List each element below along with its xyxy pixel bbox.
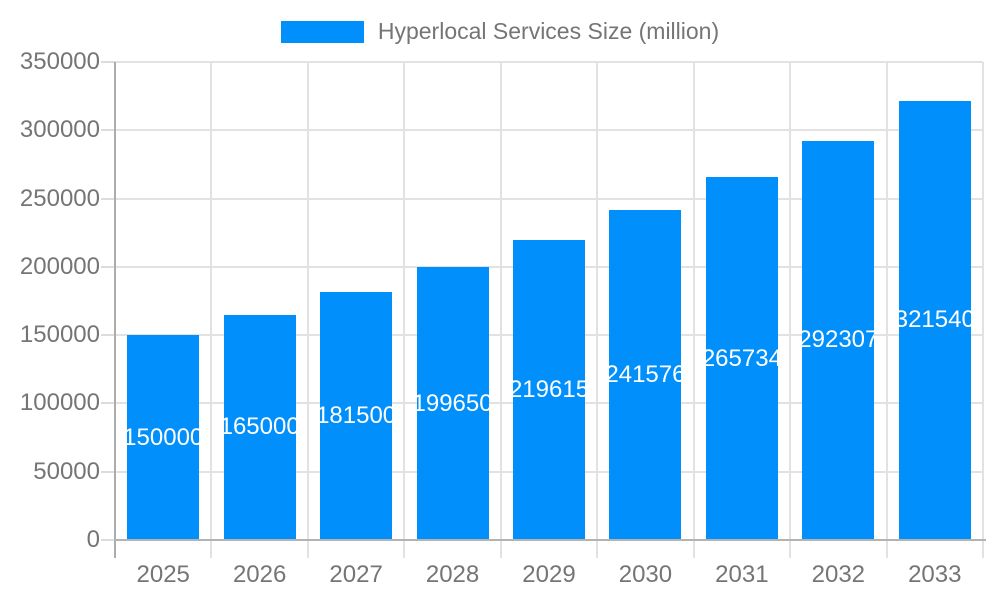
x-axis-tick-label: 2029 <box>522 561 576 588</box>
y-axis-tick <box>101 129 115 132</box>
legend-swatch-icon <box>280 20 364 43</box>
x-gridline <box>499 62 502 558</box>
y-gridline <box>115 197 983 200</box>
bar-value-label: 165000 <box>223 413 296 441</box>
y-axis-tick <box>101 334 115 337</box>
bar-2032[interactable]: 292307 <box>802 140 875 540</box>
y-axis-tick <box>101 539 115 541</box>
x-axis-tick-label: 2030 <box>618 561 673 588</box>
bar-value-label: 181500 <box>320 402 393 430</box>
bar-value-label: 241576 <box>609 361 682 389</box>
x-gridline <box>885 62 888 558</box>
y-axis-tick-label: 300000 <box>19 116 100 144</box>
bar-2025[interactable]: 150000 <box>127 335 200 540</box>
x-axis-tick-label: 2032 <box>811 561 866 588</box>
x-axis-tick-label: 2027 <box>329 561 383 588</box>
y-axis-line <box>114 62 116 558</box>
x-gridline <box>306 62 309 558</box>
x-gridline <box>789 62 792 558</box>
bar-2029[interactable]: 219615 <box>513 240 585 540</box>
y-axis-tick-label: 250000 <box>19 184 100 212</box>
bar-value-label: 199650 <box>416 389 489 417</box>
x-gridline <box>403 62 406 558</box>
bar-value-label: 219615 <box>513 376 585 404</box>
y-gridline <box>115 61 983 63</box>
x-gridline <box>692 62 695 558</box>
bar-2030[interactable]: 241576 <box>609 210 682 540</box>
bar-value-label: 292307 <box>802 326 875 354</box>
bar-2031[interactable]: 265734 <box>705 177 778 540</box>
x-axis-tick-label: 2025 <box>136 561 190 588</box>
x-axis-line <box>114 539 986 541</box>
x-gridline <box>982 62 984 558</box>
x-axis-tick-label: 2033 <box>908 561 962 588</box>
y-axis-tick <box>101 61 115 63</box>
y-axis-tick-label: 350000 <box>19 48 100 75</box>
x-gridline <box>596 62 599 558</box>
y-axis-tick <box>101 265 115 268</box>
y-axis-tick-label: 200000 <box>19 252 100 280</box>
y-gridline <box>115 129 983 132</box>
y-axis-tick <box>101 470 115 473</box>
y-axis-tick-label: 50000 <box>33 457 100 485</box>
y-axis-tick <box>101 402 115 405</box>
bar-2026[interactable]: 165000 <box>223 314 296 540</box>
bar-2028[interactable]: 199650 <box>416 267 489 540</box>
bar-value-label: 321540 <box>898 306 971 334</box>
y-axis-tick-label: 150000 <box>19 321 100 349</box>
legend-item[interactable]: Hyperlocal Services Size (million) <box>0 18 1000 45</box>
bar-value-label: 265734 <box>705 344 778 372</box>
bar-value-label: 150000 <box>127 423 200 451</box>
x-gridline <box>210 62 213 558</box>
y-axis-tick-label: 100000 <box>19 389 100 417</box>
legend-label: Hyperlocal Services Size (million) <box>377 18 720 44</box>
x-axis-tick-label: 2031 <box>715 561 769 588</box>
x-axis-tick-label: 2026 <box>232 561 287 588</box>
bar-2027[interactable]: 181500 <box>320 292 393 540</box>
bar-2033[interactable]: 321540 <box>898 100 971 540</box>
y-axis-tick <box>101 197 115 200</box>
y-axis-tick-label: 0 <box>86 526 100 553</box>
x-axis-tick-label: 2028 <box>425 561 480 588</box>
